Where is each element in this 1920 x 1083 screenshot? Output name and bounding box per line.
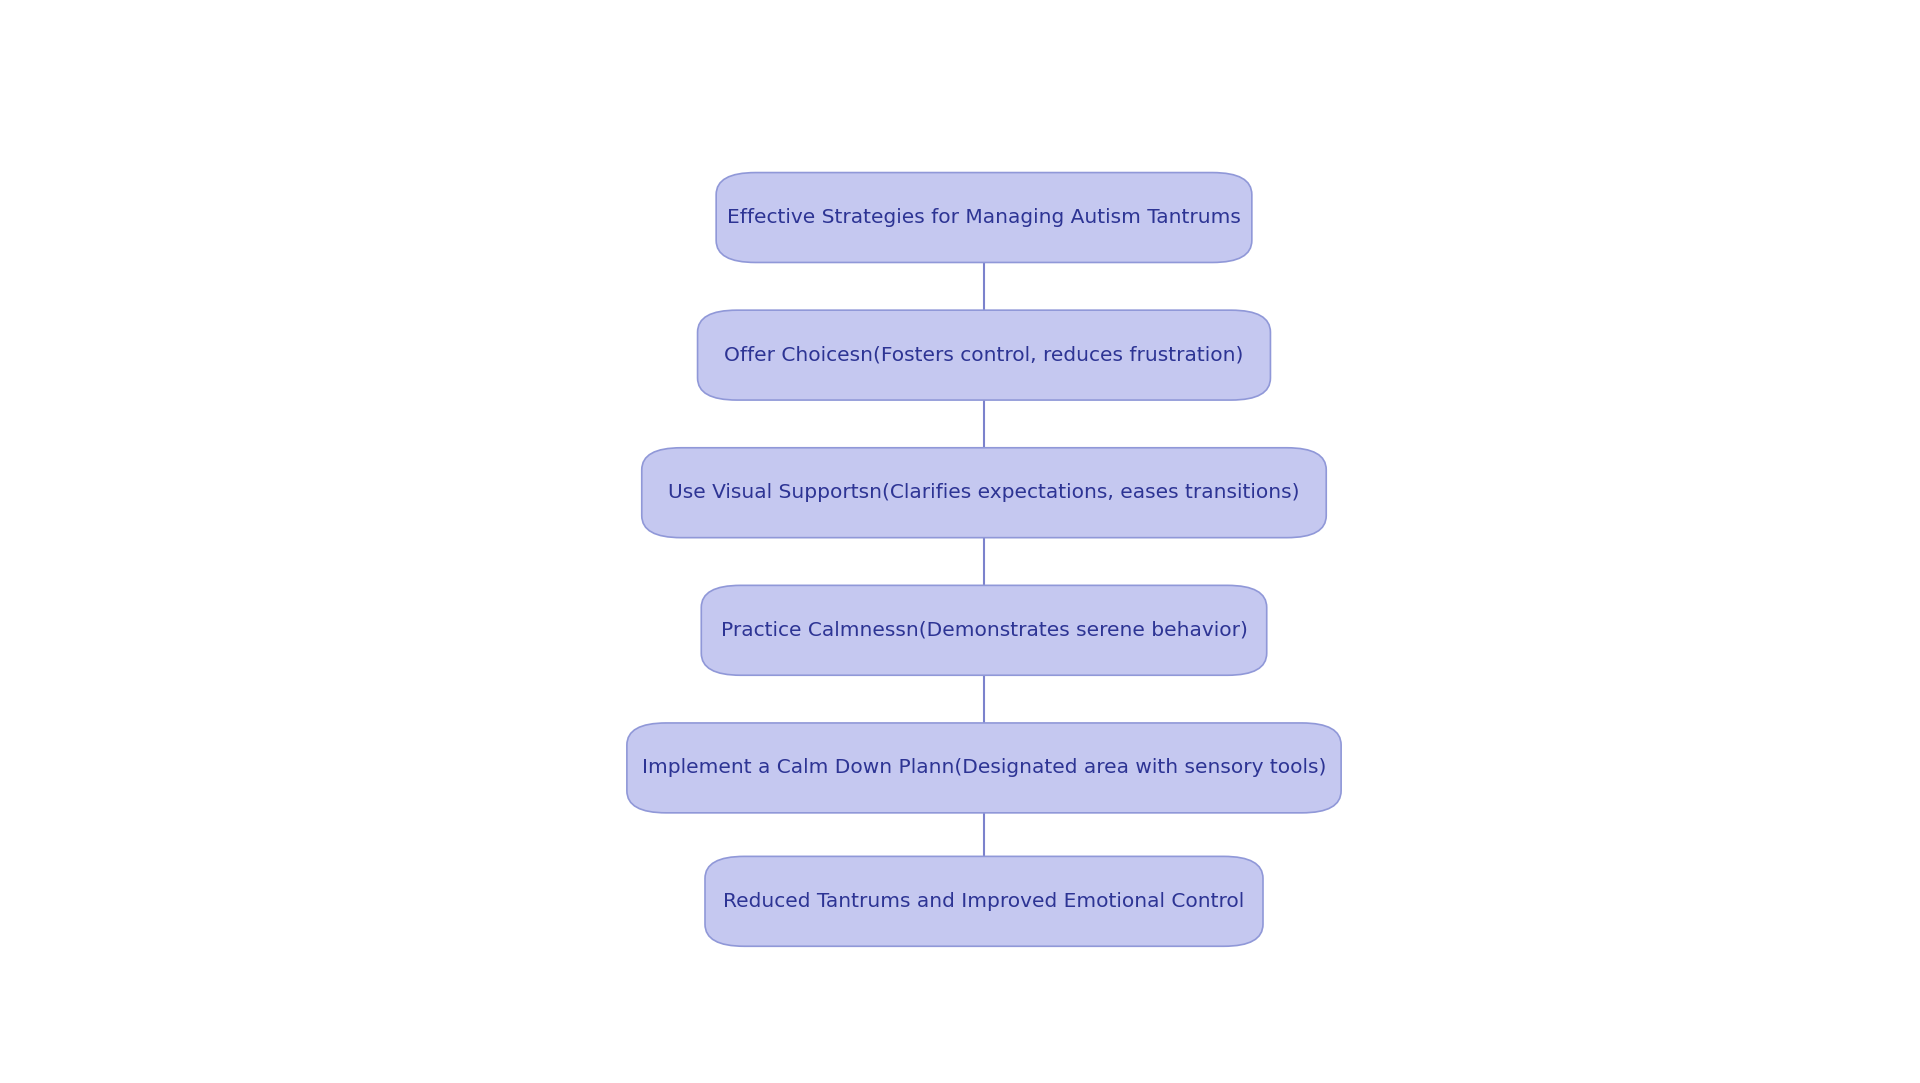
Text: Use Visual Supportsn(Clarifies expectations, eases transitions): Use Visual Supportsn(Clarifies expectati…	[668, 483, 1300, 503]
Text: Implement a Calm Down Plann(Designated area with sensory tools): Implement a Calm Down Plann(Designated a…	[641, 758, 1327, 778]
FancyBboxPatch shape	[716, 172, 1252, 262]
FancyBboxPatch shape	[697, 310, 1271, 400]
Text: Effective Strategies for Managing Autism Tantrums: Effective Strategies for Managing Autism…	[728, 208, 1240, 227]
Text: Reduced Tantrums and Improved Emotional Control: Reduced Tantrums and Improved Emotional …	[724, 891, 1244, 911]
FancyBboxPatch shape	[641, 447, 1327, 537]
FancyBboxPatch shape	[626, 723, 1340, 813]
FancyBboxPatch shape	[705, 857, 1263, 947]
FancyBboxPatch shape	[701, 585, 1267, 676]
Text: Practice Calmnessn(Demonstrates serene behavior): Practice Calmnessn(Demonstrates serene b…	[720, 621, 1248, 640]
Text: Offer Choicesn(Fosters control, reduces frustration): Offer Choicesn(Fosters control, reduces …	[724, 345, 1244, 365]
